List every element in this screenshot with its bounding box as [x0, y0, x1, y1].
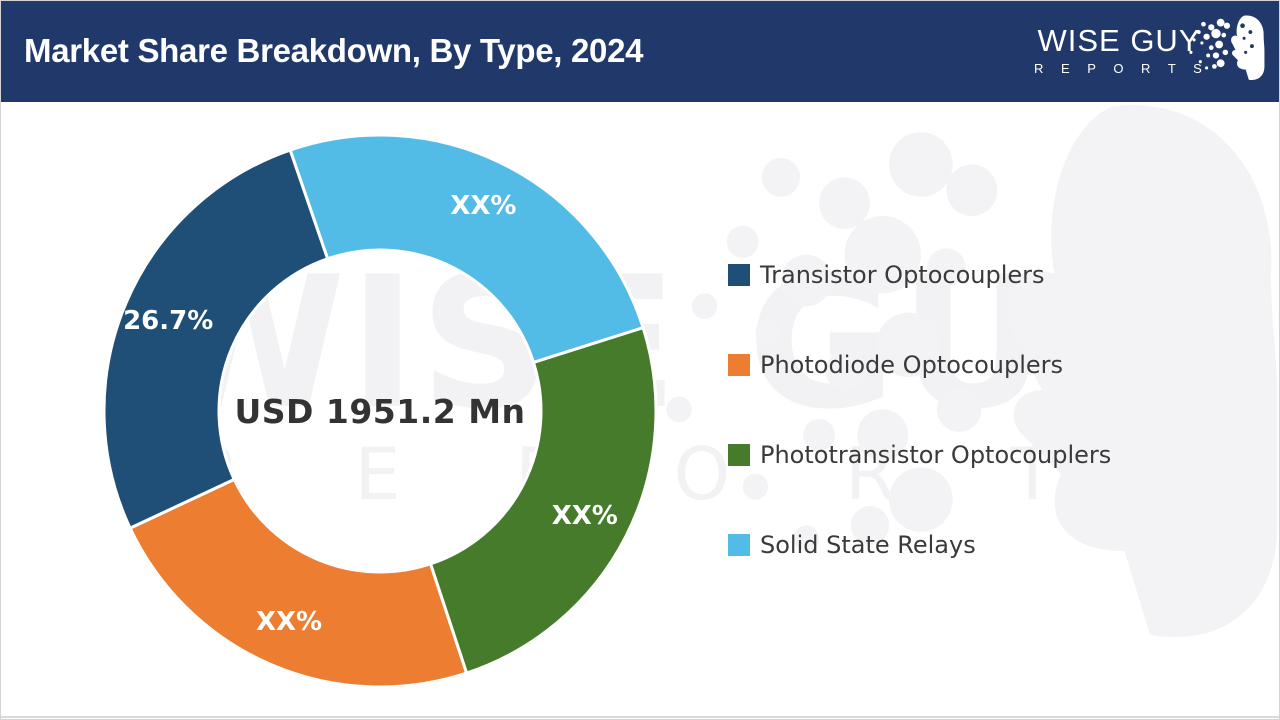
watermark-face-icon — [666, 105, 1278, 638]
donut-slice-transistor-optocouplers — [102, 148, 330, 530]
header-bar: Market Share Breakdown, By Type, 2024 WI… — [0, 0, 1280, 102]
donut-slice-phototransistor-optocouplers — [428, 326, 658, 675]
legend-item-photodiode-optocouplers: Photodiode Optocouplers — [728, 350, 1111, 379]
watermark-text-line1: WISE GUY — [145, 237, 1186, 449]
legend-label: Solid State Relays — [760, 530, 976, 559]
logo-face-icon — [1189, 15, 1265, 80]
legend-label: Transistor Optocouplers — [760, 260, 1045, 289]
donut-chart: USD 1951.2 Mn XX% XX% XX% 26.7% — [100, 131, 660, 691]
wise-guy-reports-logo: WISE GUY R E P O R T S — [1016, 8, 1266, 94]
legend-label: Phototransistor Optocouplers — [760, 440, 1112, 469]
bottom-rule — [0, 716, 1280, 718]
legend-item-transistor-optocouplers: Transistor Optocouplers — [728, 260, 1111, 289]
donut-slice-photodiode-optocouplers — [128, 477, 469, 689]
donut-slice-solid-state-relays — [288, 133, 645, 364]
legend-swatch-icon — [728, 353, 750, 376]
logo-text: WISE GUY R E P O R T S — [1034, 23, 1209, 77]
legend-swatch-icon — [728, 263, 750, 286]
slice-percentage-label: XX% — [255, 607, 323, 638]
legend-label: Photodiode Optocouplers — [760, 350, 1064, 379]
legend-swatch-icon — [728, 533, 750, 556]
slice-percentage-label: 26.7% — [123, 306, 214, 337]
legend-swatch-icon — [728, 443, 750, 466]
logo-wordmark: WISE GUY — [1037, 23, 1201, 58]
logo-subtitle: R E P O R T S — [1034, 61, 1209, 76]
legend-item-solid-state-relays: Solid State Relays — [728, 530, 1111, 559]
slice-percentage-label: XX% — [551, 500, 618, 531]
slice-percentage-label: XX% — [450, 190, 517, 221]
legend-item-phototransistor-optocouplers: Phototransistor Optocouplers — [728, 440, 1112, 469]
chart-legend: Transistor Optocouplers Photodiode Optoco… — [728, 260, 1112, 559]
page-title: Market Share Breakdown, By Type, 2024 — [24, 32, 644, 69]
